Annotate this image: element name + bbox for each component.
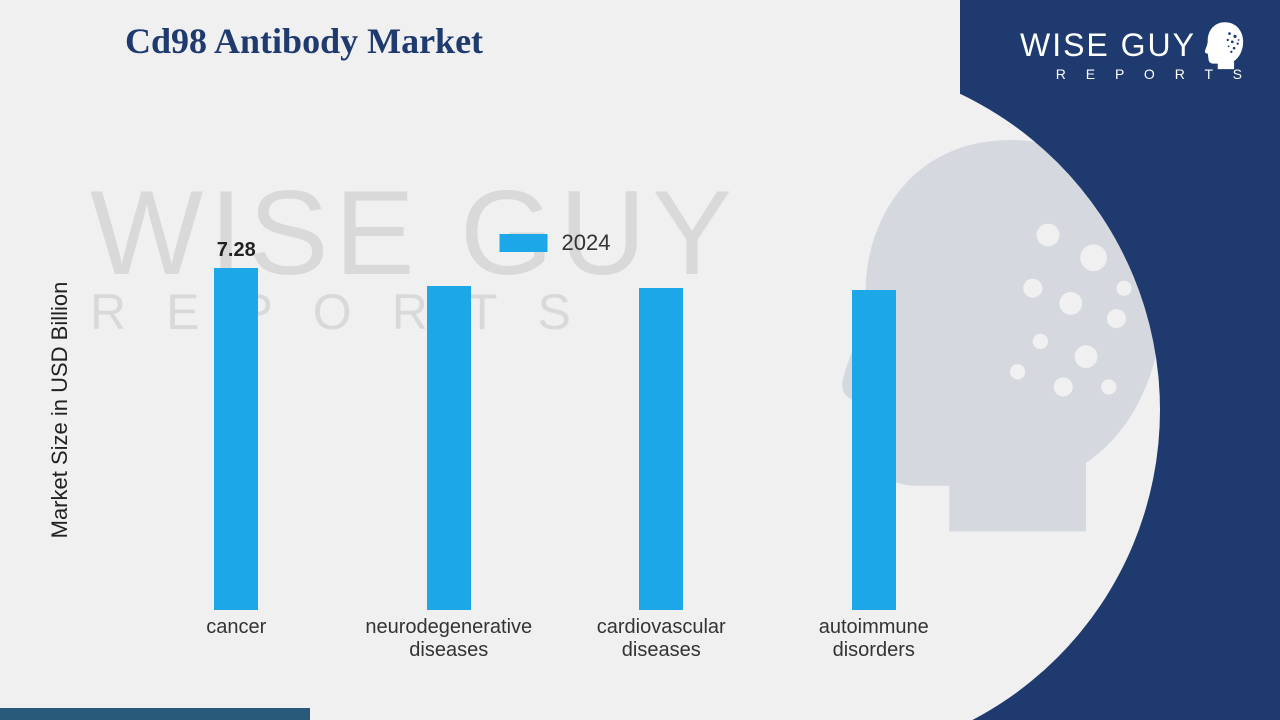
brand-logo: WISE GUY R E P O R T S — [1020, 20, 1250, 82]
bar — [427, 286, 471, 610]
bottom-accent-bar — [0, 708, 310, 720]
x-axis-label: cardiovasculardiseases — [555, 610, 768, 680]
bar-slot — [343, 140, 556, 610]
bar — [639, 288, 683, 610]
bar-slot — [555, 140, 768, 610]
chart-area: Market Size in USD Billion 2024 7.28 can… — [60, 140, 980, 680]
chart-title: Cd98 Antibody Market — [125, 20, 483, 62]
x-axis-labels: cancerneurodegenerativediseasescardiovas… — [130, 610, 980, 680]
bar-value-label: 7.28 — [217, 239, 256, 262]
bar — [214, 268, 258, 610]
logo-head-icon — [1200, 20, 1250, 70]
logo-main-text: WISE GUY — [1020, 27, 1196, 64]
x-axis-label: cancer — [130, 610, 343, 680]
y-axis-label: Market Size in USD Billion — [47, 282, 73, 539]
bar — [852, 290, 896, 610]
plot-area: 2024 7.28 — [130, 140, 980, 610]
x-axis-label: autoimmunedisorders — [768, 610, 981, 680]
bar-slot — [768, 140, 981, 610]
chart-canvas: WISE GUY REPORTS Cd98 Antibody Market WI… — [0, 0, 1280, 720]
bar-slot: 7.28 — [130, 140, 343, 610]
x-axis-label: neurodegenerativediseases — [343, 610, 556, 680]
bars-container: 7.28 — [130, 140, 980, 610]
